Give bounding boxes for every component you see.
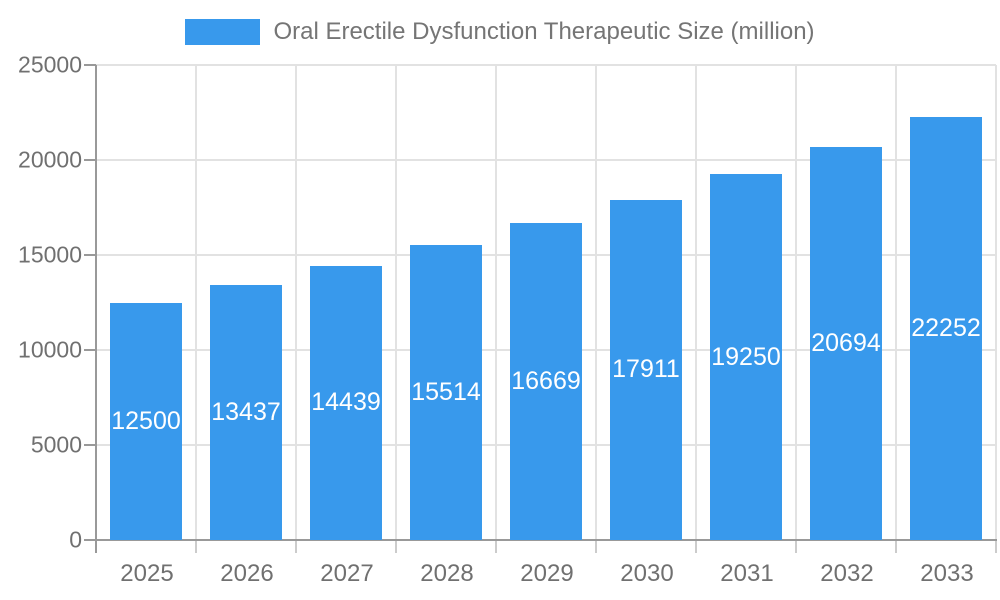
x-axis-label: 2025 bbox=[120, 560, 174, 587]
x-gridline bbox=[195, 65, 197, 540]
bar: 19250 bbox=[710, 174, 782, 540]
bar-value-label: 14439 bbox=[311, 388, 381, 417]
x-axis-tick bbox=[395, 540, 397, 553]
bar: 13437 bbox=[210, 284, 282, 540]
bar: 16669 bbox=[510, 223, 582, 540]
y-axis-label: 15000 bbox=[18, 241, 82, 268]
x-axis-tick bbox=[595, 540, 597, 553]
x-axis-tick bbox=[495, 540, 497, 553]
x-axis-label: 2026 bbox=[220, 560, 274, 587]
y-axis-label: 25000 bbox=[18, 51, 82, 78]
bar: 12500 bbox=[110, 302, 182, 540]
x-gridline bbox=[595, 65, 597, 540]
y-axis-tick bbox=[84, 64, 96, 66]
legend-label: Oral Erectile Dysfunction Therapeutic Si… bbox=[273, 18, 815, 45]
bar-value-label: 17911 bbox=[612, 355, 680, 384]
x-axis-tick bbox=[895, 540, 897, 553]
x-gridline bbox=[495, 65, 497, 540]
y-axis-tick bbox=[84, 539, 96, 541]
bar-value-label: 15514 bbox=[411, 378, 481, 407]
y-gridline bbox=[96, 64, 996, 66]
y-axis-tick bbox=[84, 349, 96, 351]
bar-value-label: 13437 bbox=[211, 397, 281, 426]
x-gridline bbox=[395, 65, 397, 540]
y-axis-line bbox=[95, 65, 97, 553]
x-axis-label: 2032 bbox=[820, 560, 874, 587]
bar: 14439 bbox=[310, 265, 382, 540]
x-axis-label: 2028 bbox=[420, 560, 474, 587]
bar-value-label: 22252 bbox=[911, 314, 981, 343]
x-gridline bbox=[795, 65, 797, 540]
x-axis-label: 2027 bbox=[320, 560, 374, 587]
x-axis-line bbox=[95, 539, 997, 541]
y-axis-label: 20000 bbox=[18, 146, 82, 173]
x-axis-label: 2029 bbox=[520, 560, 574, 587]
bar: 20694 bbox=[810, 146, 882, 540]
x-axis-label: 2033 bbox=[920, 560, 974, 587]
x-gridline bbox=[695, 65, 697, 540]
bar-value-label: 19250 bbox=[711, 342, 781, 371]
x-axis-tick bbox=[195, 540, 197, 553]
y-gridline bbox=[96, 159, 996, 161]
x-gridline bbox=[995, 65, 997, 540]
x-axis-label: 2030 bbox=[620, 560, 674, 587]
bar-value-label: 12500 bbox=[111, 406, 181, 435]
x-axis-tick bbox=[295, 540, 297, 553]
y-axis-tick bbox=[84, 444, 96, 446]
bar: 15514 bbox=[410, 245, 482, 540]
x-gridline bbox=[895, 65, 897, 540]
x-axis-label: 2031 bbox=[720, 560, 774, 587]
x-axis-tick bbox=[795, 540, 797, 553]
y-axis-tick bbox=[84, 159, 96, 161]
bar-value-label: 16669 bbox=[511, 367, 581, 396]
bar: 22252 bbox=[910, 117, 982, 540]
bar: 17911 bbox=[610, 199, 682, 540]
x-gridline bbox=[295, 65, 297, 540]
y-axis-label: 5000 bbox=[30, 431, 82, 458]
y-axis-tick bbox=[84, 254, 96, 256]
y-axis-label: 0 bbox=[69, 526, 82, 553]
legend-swatch-icon bbox=[185, 19, 261, 45]
bar-value-label: 20694 bbox=[811, 328, 881, 357]
x-axis-tick bbox=[695, 540, 697, 553]
y-axis-label: 10000 bbox=[18, 336, 82, 363]
legend-item[interactable]: Oral Erectile Dysfunction Therapeutic Si… bbox=[0, 18, 1000, 46]
x-axis-tick bbox=[995, 540, 997, 553]
